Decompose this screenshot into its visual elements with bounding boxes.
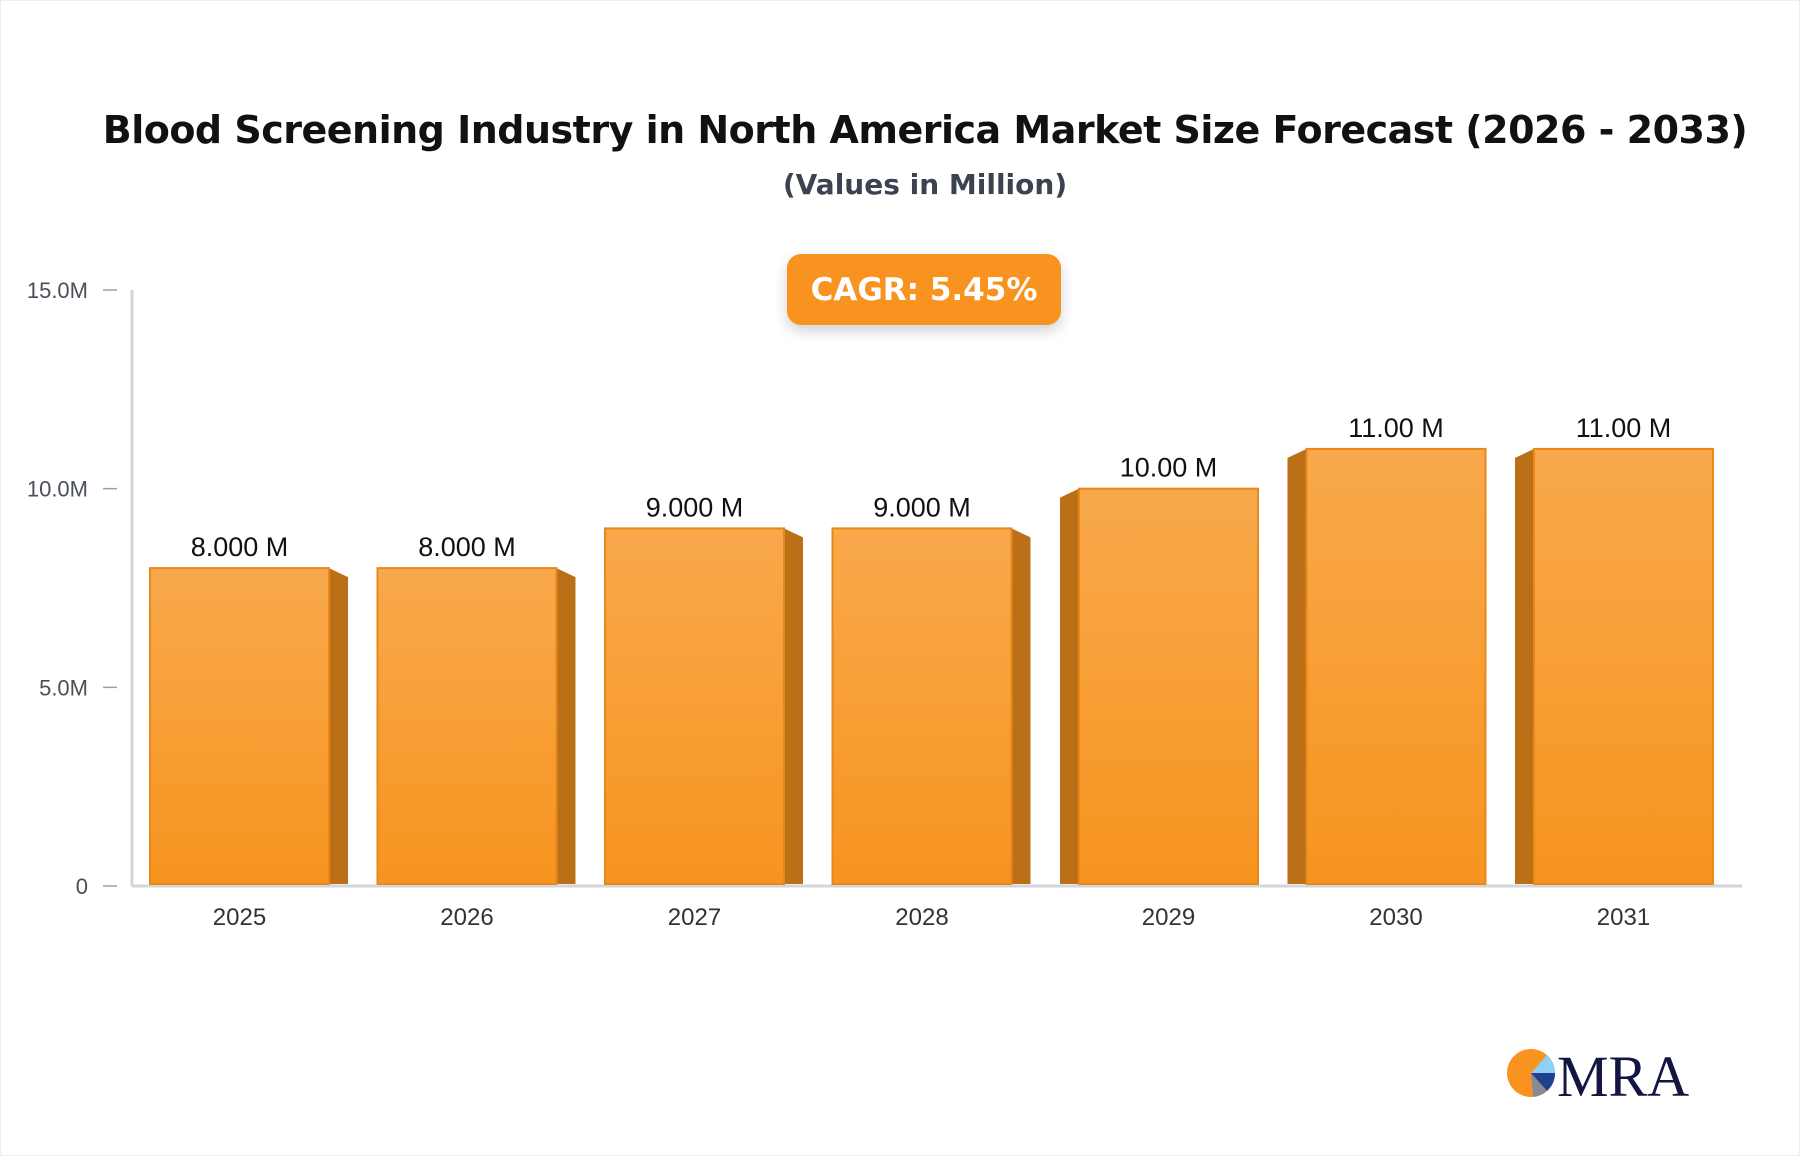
x-tick-label: 2027: [668, 904, 721, 931]
x-tick-label: 2029: [1142, 904, 1195, 931]
bar-2026: [376, 567, 558, 886]
bar-2031: [1533, 447, 1714, 885]
mra-logo: MRA: [1507, 1044, 1689, 1109]
data-label: 10.00 M: [1120, 453, 1218, 483]
cagr-badge: CAGR: 5.45%: [787, 254, 1061, 325]
y-tick-label: 10.0M: [27, 477, 88, 502]
data-label: 8.000 M: [418, 532, 516, 562]
bar-side: [1011, 528, 1031, 884]
bar-side: [1515, 448, 1534, 884]
y-tick-label: 5.0M: [39, 675, 88, 700]
bar-2030: [1305, 447, 1487, 885]
chart-title: Blood Screening Industry in North Americ…: [102, 108, 1748, 152]
bar-side: [329, 568, 348, 884]
data-label: 8.000 M: [191, 532, 289, 562]
bar-2025: [149, 567, 330, 886]
bar-2027: [604, 527, 785, 886]
logo-text: MRA: [1557, 1044, 1689, 1109]
bar-side: [1060, 488, 1079, 884]
x-tick-label: 2030: [1369, 904, 1422, 931]
y-tick-label: 15.0M: [27, 278, 88, 303]
data-label: 9.000 M: [873, 492, 971, 522]
bar-2029: [1078, 487, 1259, 885]
chart-subtitle: (Values in Million): [782, 168, 1068, 201]
x-tick-label: 2028: [895, 904, 948, 931]
data-label: 11.00 M: [1348, 413, 1444, 443]
x-tick-label: 2025: [213, 904, 266, 931]
bar-side: [556, 568, 576, 884]
y-tick-label: 0: [76, 874, 88, 899]
data-label: 11.00 M: [1576, 413, 1672, 443]
x-tick-label: 2026: [440, 904, 493, 931]
bar-side: [784, 528, 803, 884]
data-label: 9.000 M: [646, 492, 744, 522]
x-tick-label: 2031: [1597, 904, 1650, 931]
bar-side: [1287, 448, 1307, 884]
bar-2028: [831, 527, 1013, 886]
